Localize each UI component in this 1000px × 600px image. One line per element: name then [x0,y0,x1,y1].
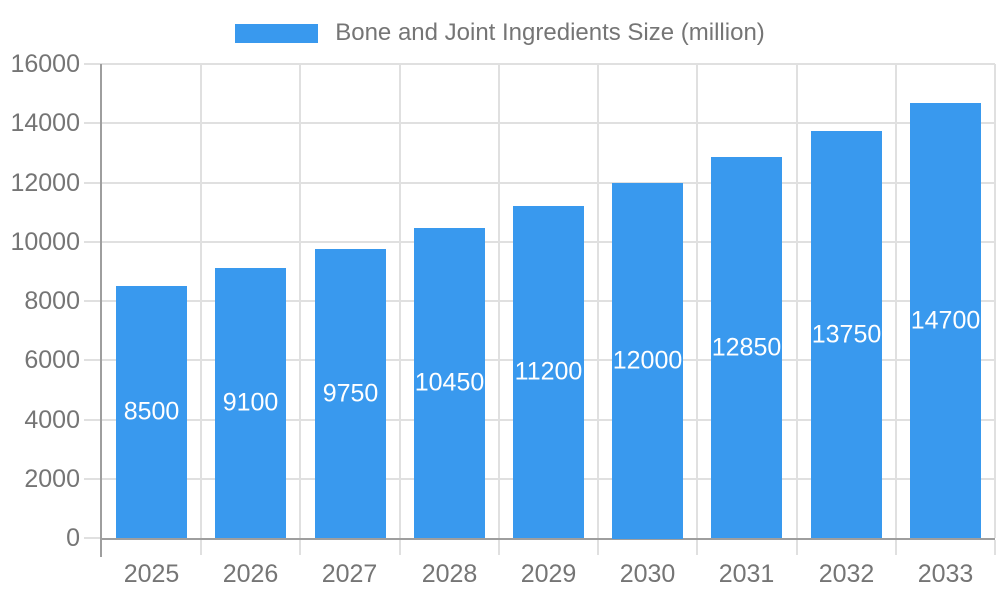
bar-value-label: 9750 [322,379,379,407]
bar-value-label: 13750 [811,320,882,348]
bar-value-label: 8500 [123,397,180,426]
x-axis-tick [895,540,897,555]
x-axis-label: 2030 [619,560,676,588]
bar[interactable]: 11200 [513,206,584,538]
y-gridline [102,63,995,65]
y-axis-tick [84,241,102,243]
y-axis-tick [84,478,102,480]
bar-value-label: 14700 [910,306,981,334]
y-axis-tick [84,122,102,124]
legend: Bone and Joint Ingredients Size (million… [0,20,1000,46]
bar[interactable]: 12850 [711,157,782,538]
legend-swatch [235,23,319,43]
x-gridline [200,64,202,538]
y-axis-tick [84,359,102,361]
y-axis-tick [84,419,102,421]
bar-value-label: 12000 [612,346,683,375]
x-axis-tick [200,540,202,555]
x-axis-label: 2025 [123,560,180,588]
y-axis-label: 12000 [10,169,80,197]
y-axis-label: 8000 [24,287,80,315]
x-axis-label: 2026 [222,560,279,588]
bar[interactable]: 9100 [215,268,286,538]
y-gridline [102,122,995,124]
x-axis-tick [399,540,401,555]
x-gridline [299,64,301,538]
x-axis-label: 2027 [321,560,378,588]
y-axis-label: 10000 [10,228,80,256]
x-gridline [796,64,798,538]
x-axis-label: 2031 [718,560,775,588]
y-axis-tick [84,300,102,302]
x-axis-line [100,538,995,540]
x-axis-tick [299,540,301,555]
bar[interactable]: 10450 [414,228,485,538]
legend-label: Bone and Joint Ingredients Size (million… [335,19,765,46]
y-axis-label: 16000 [10,50,80,78]
x-axis-label: 2033 [917,560,974,588]
x-axis-label: 2032 [818,560,875,588]
x-gridline [895,64,897,538]
x-gridline [597,64,599,538]
x-axis-tick [796,540,798,555]
bar-value-label: 12850 [711,333,782,361]
x-axis-label: 2028 [421,560,478,588]
y-axis-tick [84,537,102,539]
bar-value-label: 9100 [222,388,279,417]
bar[interactable]: 13750 [811,131,882,538]
y-axis-tick [84,63,102,65]
y-axis-label: 4000 [24,406,80,434]
bar-value-label: 10450 [414,368,485,397]
x-axis-label: 2029 [520,560,577,588]
x-axis-tick [696,540,698,555]
x-gridline [994,64,996,538]
bar[interactable]: 8500 [116,286,187,538]
bar[interactable]: 9750 [315,249,386,538]
x-axis-tick [597,540,599,555]
y-axis-label: 14000 [10,109,80,137]
bar-value-label: 11200 [514,357,583,386]
y-axis-label: 2000 [24,465,80,493]
x-axis-tick [994,540,996,555]
y-axis-tick [84,182,102,184]
y-axis-label: 0 [66,524,80,552]
x-axis-tick [498,540,500,555]
x-gridline [696,64,698,538]
y-gridline [102,182,995,184]
bar[interactable]: 12000 [612,183,683,539]
y-axis-label: 6000 [24,346,80,374]
x-gridline [399,64,401,538]
y-axis-line [100,64,102,557]
x-gridline [498,64,500,538]
bar[interactable]: 14700 [910,103,981,538]
